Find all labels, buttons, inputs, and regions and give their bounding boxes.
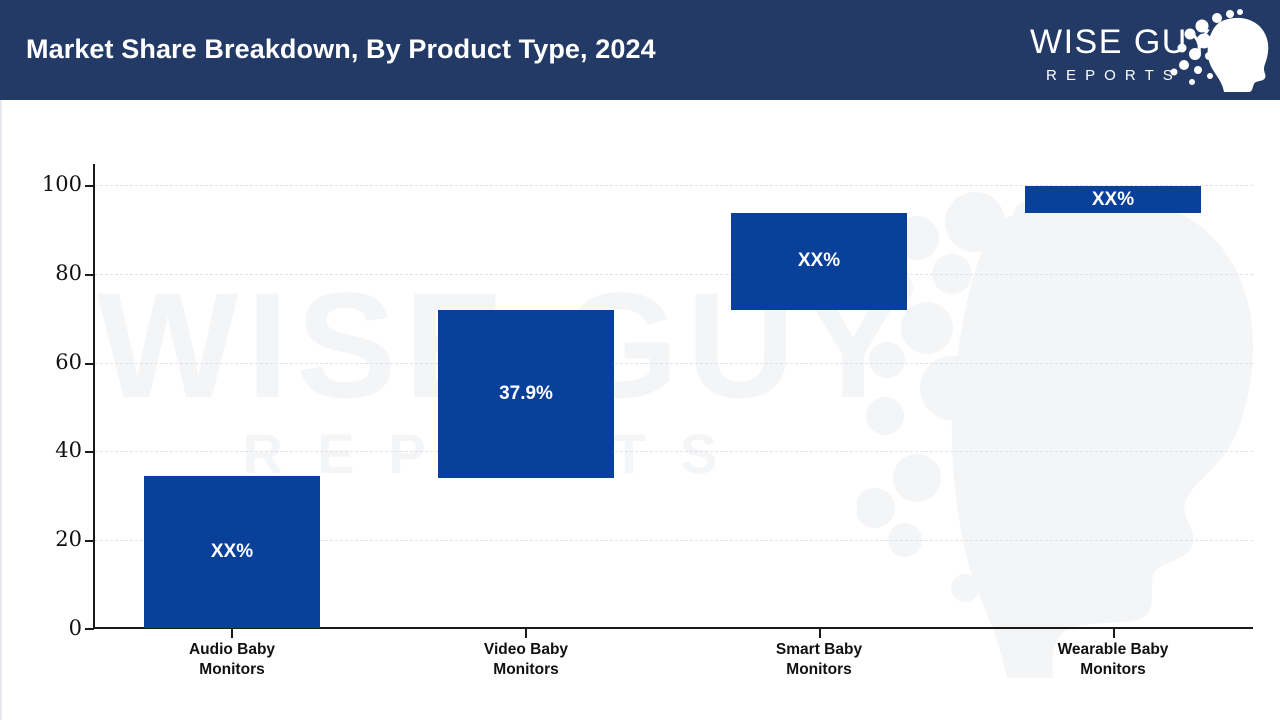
wise-guy-reports-logo: WISE GUY R E P O R T S bbox=[1024, 8, 1274, 93]
x-tick-audio-baby-monitors bbox=[231, 629, 233, 638]
x-axis-label-wearable-baby-monitors: Wearable Baby Monitors bbox=[993, 640, 1233, 680]
x-axis-label-line-1: Video Baby bbox=[483, 641, 569, 658]
x-axis-label-audio-baby-monitors: Audio Baby Monitors bbox=[112, 640, 352, 680]
x-axis-label-line-1: Smart Baby bbox=[775, 641, 863, 658]
x-tick-video-baby-monitors bbox=[525, 629, 527, 638]
y-tick-60 bbox=[85, 363, 94, 365]
bar-label-wearable-baby-monitors: XX% bbox=[1091, 189, 1135, 210]
x-axis-label-smart-baby-monitors: Smart Baby Monitors bbox=[699, 640, 939, 680]
y-tick-0 bbox=[85, 628, 94, 630]
y-axis-line bbox=[93, 164, 95, 629]
watermark-head-icon bbox=[857, 192, 1254, 678]
gridline-60 bbox=[95, 363, 1253, 364]
bar-audio-baby-monitors[interactable]: XX% bbox=[144, 476, 320, 628]
x-axis-label-line-1: Audio Baby bbox=[188, 641, 276, 658]
y-tick-80 bbox=[85, 274, 94, 276]
x-axis-label-video-baby-monitors: Video Baby Monitors bbox=[406, 640, 646, 680]
gridline-40 bbox=[95, 451, 1253, 452]
logo-svg: WISE GUY R E P O R T S bbox=[1030, 9, 1269, 93]
x-axis-label-line-1: Wearable Baby bbox=[1057, 641, 1169, 658]
y-tick-100 bbox=[85, 185, 94, 187]
bar-label-smart-baby-monitors: XX% bbox=[797, 250, 841, 271]
gridline-80 bbox=[95, 274, 1253, 275]
logo-head-icon bbox=[1170, 9, 1269, 93]
page-title: Market Share Breakdown, By Product Type,… bbox=[26, 34, 656, 64]
x-axis-line bbox=[93, 627, 1253, 629]
x-tick-smart-baby-monitors bbox=[819, 629, 821, 638]
y-axis-label-40: 40 bbox=[55, 438, 82, 462]
svg-text:R E P O R T S: R E P O R T S bbox=[1046, 67, 1175, 84]
y-axis-label-100: 100 bbox=[41, 172, 82, 196]
y-tick-40 bbox=[85, 451, 94, 453]
y-axis-label-80: 80 bbox=[55, 261, 82, 285]
chart-header: Market Share Breakdown, By Product Type,… bbox=[0, 0, 1280, 100]
bar-video-baby-monitors[interactable]: 37.9% bbox=[438, 310, 614, 478]
bar-wearable-baby-monitors[interactable]: XX% bbox=[1025, 186, 1201, 213]
x-axis-label-line-2: Monitors bbox=[786, 661, 852, 678]
gridline-100 bbox=[95, 185, 1253, 186]
x-axis-label-line-2: Monitors bbox=[493, 661, 559, 678]
bar-label-video-baby-monitors: 37.9% bbox=[499, 383, 553, 404]
y-tick-20 bbox=[85, 540, 94, 542]
svg-text:WISE GUY: WISE GUY bbox=[1030, 23, 1212, 61]
bar-label-audio-baby-monitors: XX% bbox=[210, 541, 254, 562]
y-axis-label-0: 0 bbox=[68, 616, 82, 640]
y-axis-label-20: 20 bbox=[55, 527, 82, 551]
x-axis-label-line-2: Monitors bbox=[199, 661, 265, 678]
gridline-20 bbox=[95, 540, 1253, 541]
bar-smart-baby-monitors[interactable]: XX% bbox=[731, 213, 907, 310]
x-axis-label-line-2: Monitors bbox=[1080, 661, 1146, 678]
y-axis-label-60: 60 bbox=[55, 350, 82, 374]
x-tick-wearable-baby-monitors bbox=[1113, 629, 1115, 638]
